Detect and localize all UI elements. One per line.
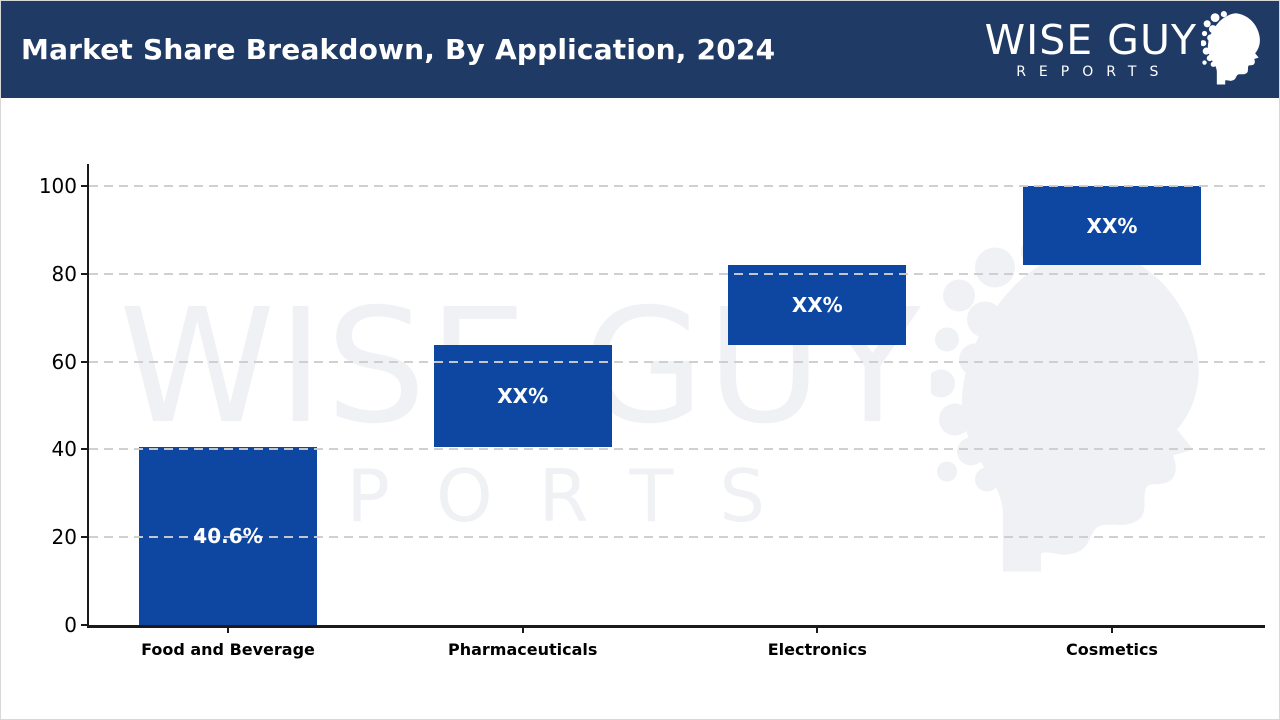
y-tick-label-20: 20 <box>51 525 77 550</box>
x-category-label: Food and Beverage <box>141 640 315 659</box>
x-axis-spine <box>87 625 1265 628</box>
y-tick-100 <box>81 185 89 187</box>
y-tick-label-60: 60 <box>51 349 77 374</box>
y-tick-0 <box>81 624 89 626</box>
x-tick-1 <box>521 625 524 633</box>
gridline-20 <box>89 536 1265 539</box>
brand-name: WISE GUY <box>984 15 1197 64</box>
y-tick-label-0: 0 <box>64 613 77 637</box>
chart-area: WISE GUY REPORTS 0 20 40 60 80 100 40.6% Food a… <box>1 98 1279 719</box>
y-tick-label-80: 80 <box>51 261 77 286</box>
gridline-40 <box>89 448 1265 451</box>
bar-value-label: XX% <box>1086 213 1138 238</box>
bar-electronics <box>728 265 907 345</box>
wise-guy-head-icon <box>1200 10 1267 90</box>
watermark-head-icon <box>926 233 1231 582</box>
brand-subtitle: REPORTS <box>1016 63 1172 80</box>
page-title: Market Share Breakdown, By Application, … <box>21 33 776 66</box>
gridline-60 <box>89 360 1265 363</box>
x-category-label: Pharmaceuticals <box>447 640 598 659</box>
header: Market Share Breakdown, By Application, … <box>1 1 1279 98</box>
y-tick-80 <box>81 272 89 275</box>
y-tick-40 <box>81 448 89 451</box>
x-tick-2 <box>816 625 819 633</box>
x-category-label: Electronics <box>767 640 867 659</box>
x-tick-0 <box>227 625 229 633</box>
bar-value-label: XX% <box>791 292 843 317</box>
bar-value-label: 40.6% <box>193 523 263 548</box>
y-tick-label-100: 100 <box>38 174 77 198</box>
y-axis-spine <box>87 164 89 627</box>
y-tick-label-40: 40 <box>51 437 77 462</box>
bar-food-and-beverage <box>139 446 317 625</box>
y-tick-60 <box>81 360 89 363</box>
gridline-80 <box>89 272 1265 275</box>
brand-logo: WISE GUY REPORTS <box>985 10 1267 90</box>
bar-value-label: XX% <box>497 383 549 408</box>
x-tick-3 <box>1111 625 1113 633</box>
gridline-100 <box>89 185 1265 187</box>
brand-logo-text: WISE GUY REPORTS <box>984 15 1197 80</box>
y-tick-20 <box>81 536 89 539</box>
x-category-label: Cosmetics <box>1066 640 1158 659</box>
